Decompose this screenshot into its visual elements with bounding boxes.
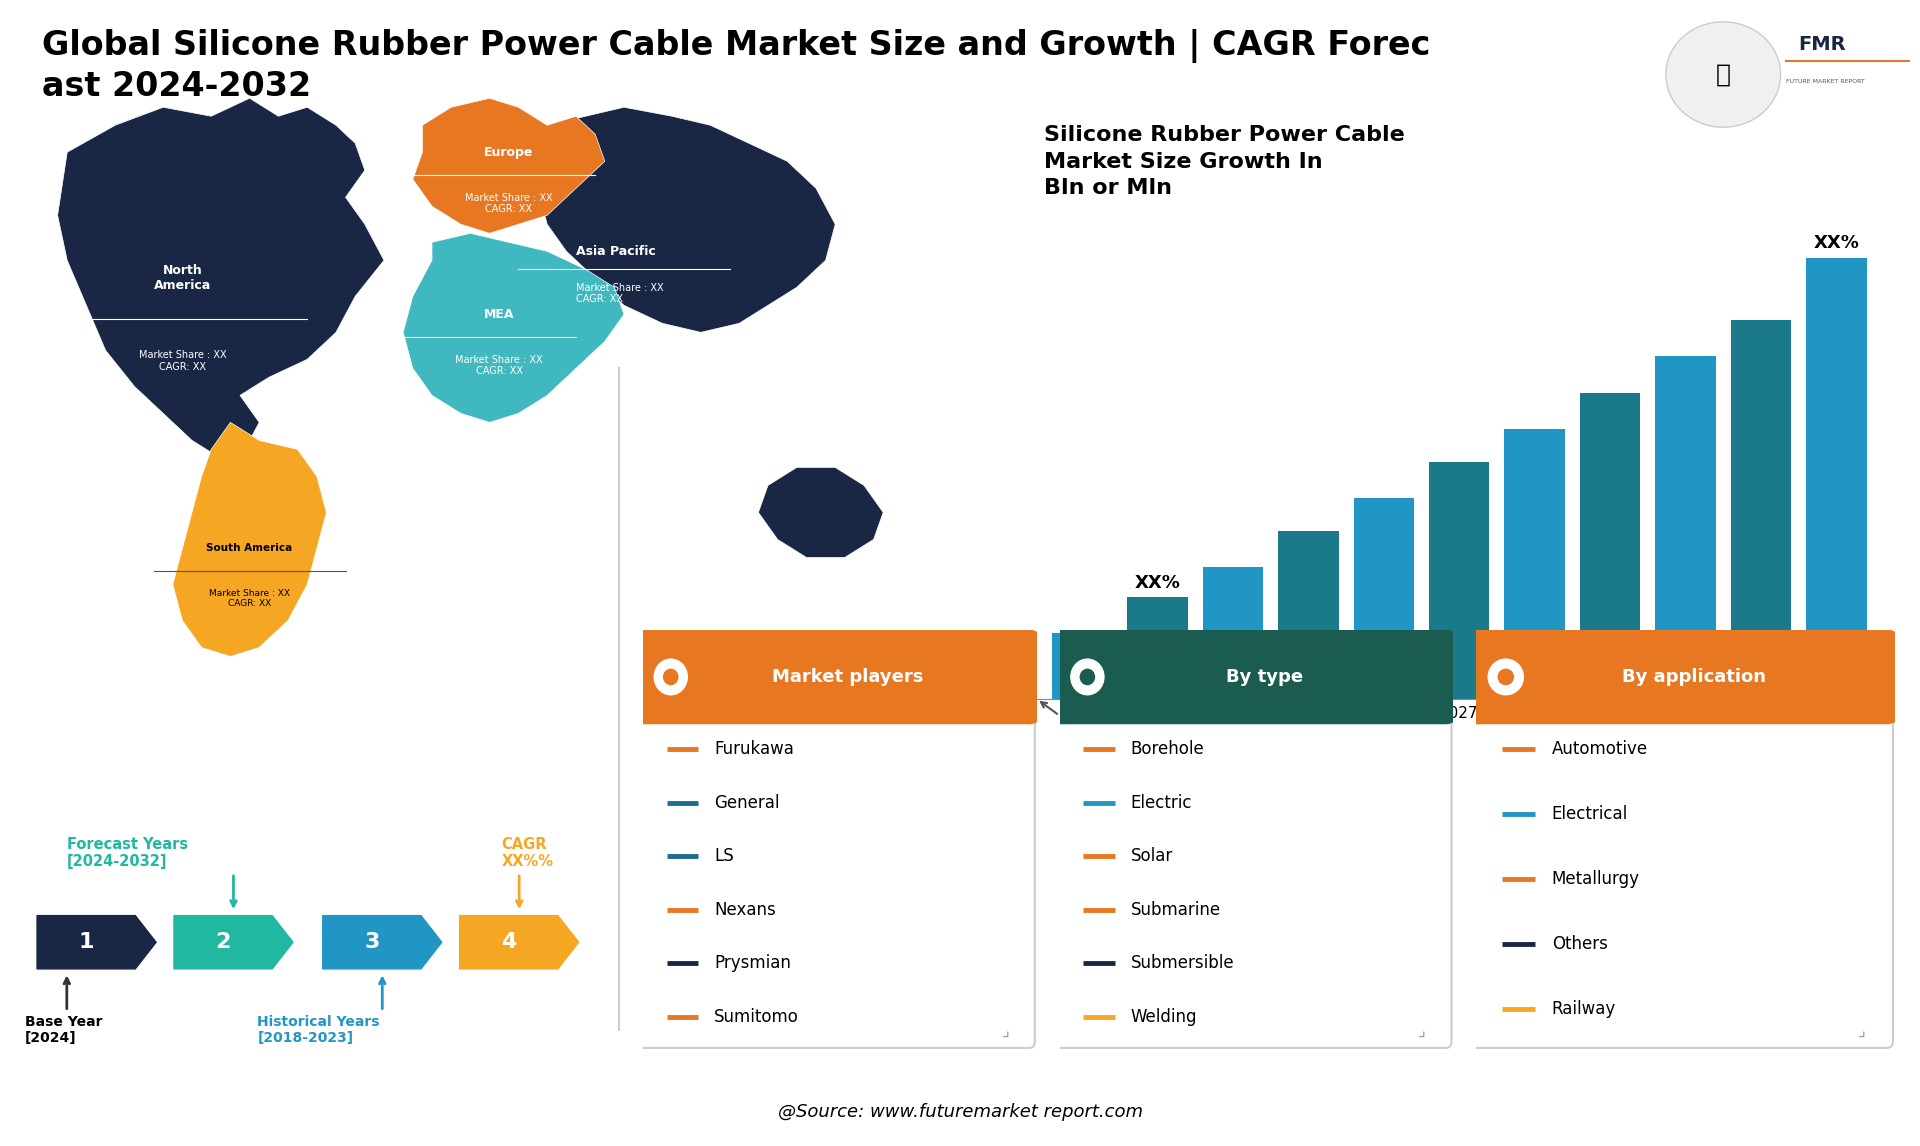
Text: FMR: FMR [1797, 36, 1845, 54]
Text: LS: LS [714, 847, 733, 865]
Text: Market players: Market players [772, 668, 924, 686]
FancyArrow shape [323, 916, 442, 968]
Bar [1580, 393, 1640, 699]
Text: Market Share : XX
CAGR: XX: Market Share : XX CAGR: XX [576, 283, 664, 305]
Text: Electrical: Electrical [1551, 804, 1628, 823]
Text: Market Share : XX
CAGR: XX: Market Share : XX CAGR: XX [455, 355, 543, 376]
FancyArrow shape [175, 916, 294, 968]
FancyBboxPatch shape [1048, 630, 1457, 723]
Text: Europe: Europe [484, 146, 534, 159]
Circle shape [1488, 659, 1523, 694]
Text: Market Share : XX
CAGR: XX: Market Share : XX CAGR: XX [209, 589, 290, 609]
Text: Historical Years
[2018-2023]: Historical Years [2018-2023] [257, 1015, 380, 1045]
Bar [1354, 499, 1413, 699]
Text: Welding: Welding [1131, 1007, 1198, 1026]
Text: Global Silicone Rubber Power Cable Market Size and Growth | CAGR Forec
ast 2024-: Global Silicone Rubber Power Cable Marke… [42, 29, 1430, 103]
Polygon shape [758, 468, 883, 557]
Polygon shape [403, 234, 624, 423]
FancyArrow shape [36, 916, 156, 968]
Bar [1807, 258, 1866, 699]
Circle shape [1081, 669, 1094, 684]
Text: 4: 4 [501, 932, 516, 952]
Text: By type: By type [1227, 668, 1304, 686]
FancyArrow shape [459, 916, 578, 968]
Text: Borehole: Borehole [1131, 740, 1204, 758]
Text: Market Share : XX
CAGR: XX: Market Share : XX CAGR: XX [138, 351, 227, 372]
Text: ⌟: ⌟ [1002, 1022, 1010, 1041]
Text: Submarine: Submarine [1131, 901, 1221, 919]
Text: 1: 1 [79, 932, 94, 952]
Text: Automotive: Automotive [1551, 740, 1647, 758]
Text: Base Year
[2024]: Base Year [2024] [25, 1015, 102, 1045]
Text: South America: South America [207, 543, 292, 554]
Bar [1279, 531, 1338, 699]
FancyBboxPatch shape [632, 630, 1041, 723]
Circle shape [655, 659, 687, 694]
FancyBboxPatch shape [1471, 717, 1893, 1047]
Bar [1052, 634, 1112, 699]
Bar [1505, 429, 1565, 699]
Bar [1730, 320, 1791, 699]
Text: Metallurgy: Metallurgy [1551, 870, 1640, 888]
Circle shape [1071, 659, 1104, 694]
Text: 2: 2 [215, 932, 230, 952]
FancyBboxPatch shape [1054, 717, 1452, 1047]
Text: MEA: MEA [484, 308, 515, 321]
Text: Sumitomo: Sumitomo [714, 1007, 799, 1026]
Polygon shape [538, 108, 835, 332]
Text: Asia Pacific: Asia Pacific [576, 245, 657, 258]
Text: CAGR
XX%%: CAGR XX%% [501, 837, 553, 870]
Circle shape [1498, 669, 1513, 684]
Text: Solar: Solar [1131, 847, 1173, 865]
Text: Forecast Years
[2024-2032]: Forecast Years [2024-2032] [67, 837, 188, 870]
Text: Others: Others [1551, 935, 1607, 952]
Text: Prysmian: Prysmian [714, 955, 791, 972]
Text: North
America: North America [154, 265, 211, 292]
Bar [1202, 567, 1263, 699]
Bar [1127, 597, 1188, 699]
Text: XX%: XX% [1812, 235, 1859, 252]
Text: FUTURE MARKET REPORT: FUTURE MARKET REPORT [1786, 79, 1864, 84]
Text: Silicone Rubber Power Cable
Market Size Growth In
Bln or Mln: Silicone Rubber Power Cable Market Size … [1044, 125, 1405, 198]
Text: General: General [714, 793, 780, 811]
Text: ⌟: ⌟ [1859, 1022, 1866, 1041]
Text: 🏃: 🏃 [1716, 63, 1730, 86]
Text: Railway: Railway [1551, 999, 1617, 1018]
Bar [1428, 462, 1490, 699]
Text: Nexans: Nexans [714, 901, 776, 919]
Text: Electric: Electric [1131, 793, 1192, 811]
Text: XX%: XX% [1135, 574, 1181, 591]
Text: ⌟: ⌟ [1419, 1022, 1427, 1041]
Polygon shape [58, 99, 384, 458]
Text: @Source: www.futuremarket report.com: @Source: www.futuremarket report.com [778, 1102, 1142, 1121]
Bar [1655, 356, 1716, 699]
Text: By application: By application [1622, 668, 1766, 686]
Text: Submersible: Submersible [1131, 955, 1235, 972]
Polygon shape [173, 423, 326, 657]
FancyBboxPatch shape [1463, 630, 1899, 723]
Polygon shape [413, 99, 605, 234]
Circle shape [1667, 22, 1780, 127]
Text: 3: 3 [365, 932, 380, 952]
Text: Market Share : XX
CAGR: XX: Market Share : XX CAGR: XX [465, 193, 553, 214]
Circle shape [664, 669, 678, 684]
Text: Furukawa: Furukawa [714, 740, 795, 758]
FancyBboxPatch shape [637, 717, 1035, 1047]
